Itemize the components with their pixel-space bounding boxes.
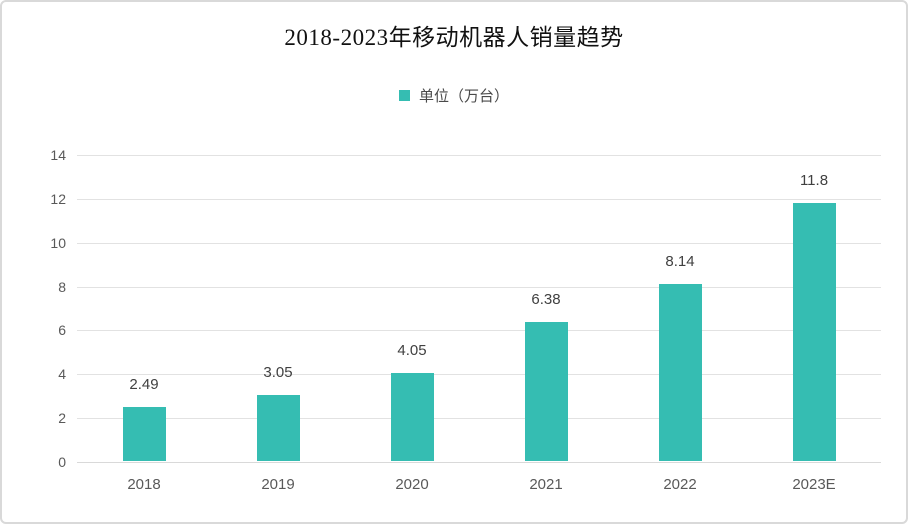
gridline: [77, 242, 881, 244]
y-axis-tick-label: 10: [50, 234, 66, 251]
bar-value-label: 8.14: [665, 252, 695, 270]
gridline: [77, 418, 881, 420]
chart-title: 2018-2023年移动机器人销量趋势: [284, 25, 624, 50]
bar-2019[interactable]: [256, 395, 300, 461]
x-axis-label: 2019: [261, 476, 295, 493]
bar-2018[interactable]: [122, 407, 166, 461]
y-axis-tick-label: 6: [58, 322, 66, 339]
y-axis-tick-label: 2: [58, 410, 66, 427]
bar-value-label: 2.49: [129, 376, 159, 394]
legend-marker-icon: [398, 90, 410, 101]
y-axis-tick-label: 8: [58, 278, 66, 295]
bar-value-label: 4.05: [397, 342, 427, 360]
bar-value-label: 6.38: [531, 291, 561, 309]
gridline: [77, 198, 881, 200]
bar-value-label: 3.05: [263, 364, 293, 382]
x-axis-label: 2018: [127, 476, 161, 493]
y-axis-tick-label: 0: [58, 454, 66, 470]
bar-2023E[interactable]: [792, 203, 836, 461]
bar-value-label: 11.8: [799, 172, 829, 190]
bar-2022[interactable]: [658, 283, 702, 461]
y-axis-tick-label: 12: [50, 190, 66, 207]
legend-label: 单位（万台）: [418, 88, 509, 105]
legend-item[interactable]: 单位（万台）: [2, 85, 906, 106]
gridline: [77, 330, 881, 332]
x-axis-label: 2021: [529, 476, 563, 493]
bar-2021[interactable]: [524, 322, 568, 461]
gridline: [77, 462, 881, 463]
bar-2020[interactable]: [390, 373, 434, 461]
gridline: [77, 155, 881, 156]
y-axis-tick-label: 4: [58, 366, 66, 383]
gridline: [77, 374, 881, 376]
x-axis-label: 2020: [395, 476, 429, 493]
x-axis-label: 2023E: [792, 476, 836, 493]
gridline: [77, 286, 881, 288]
y-axis-tick-label: 14: [50, 147, 66, 163]
x-axis-label: 2022: [663, 476, 697, 493]
